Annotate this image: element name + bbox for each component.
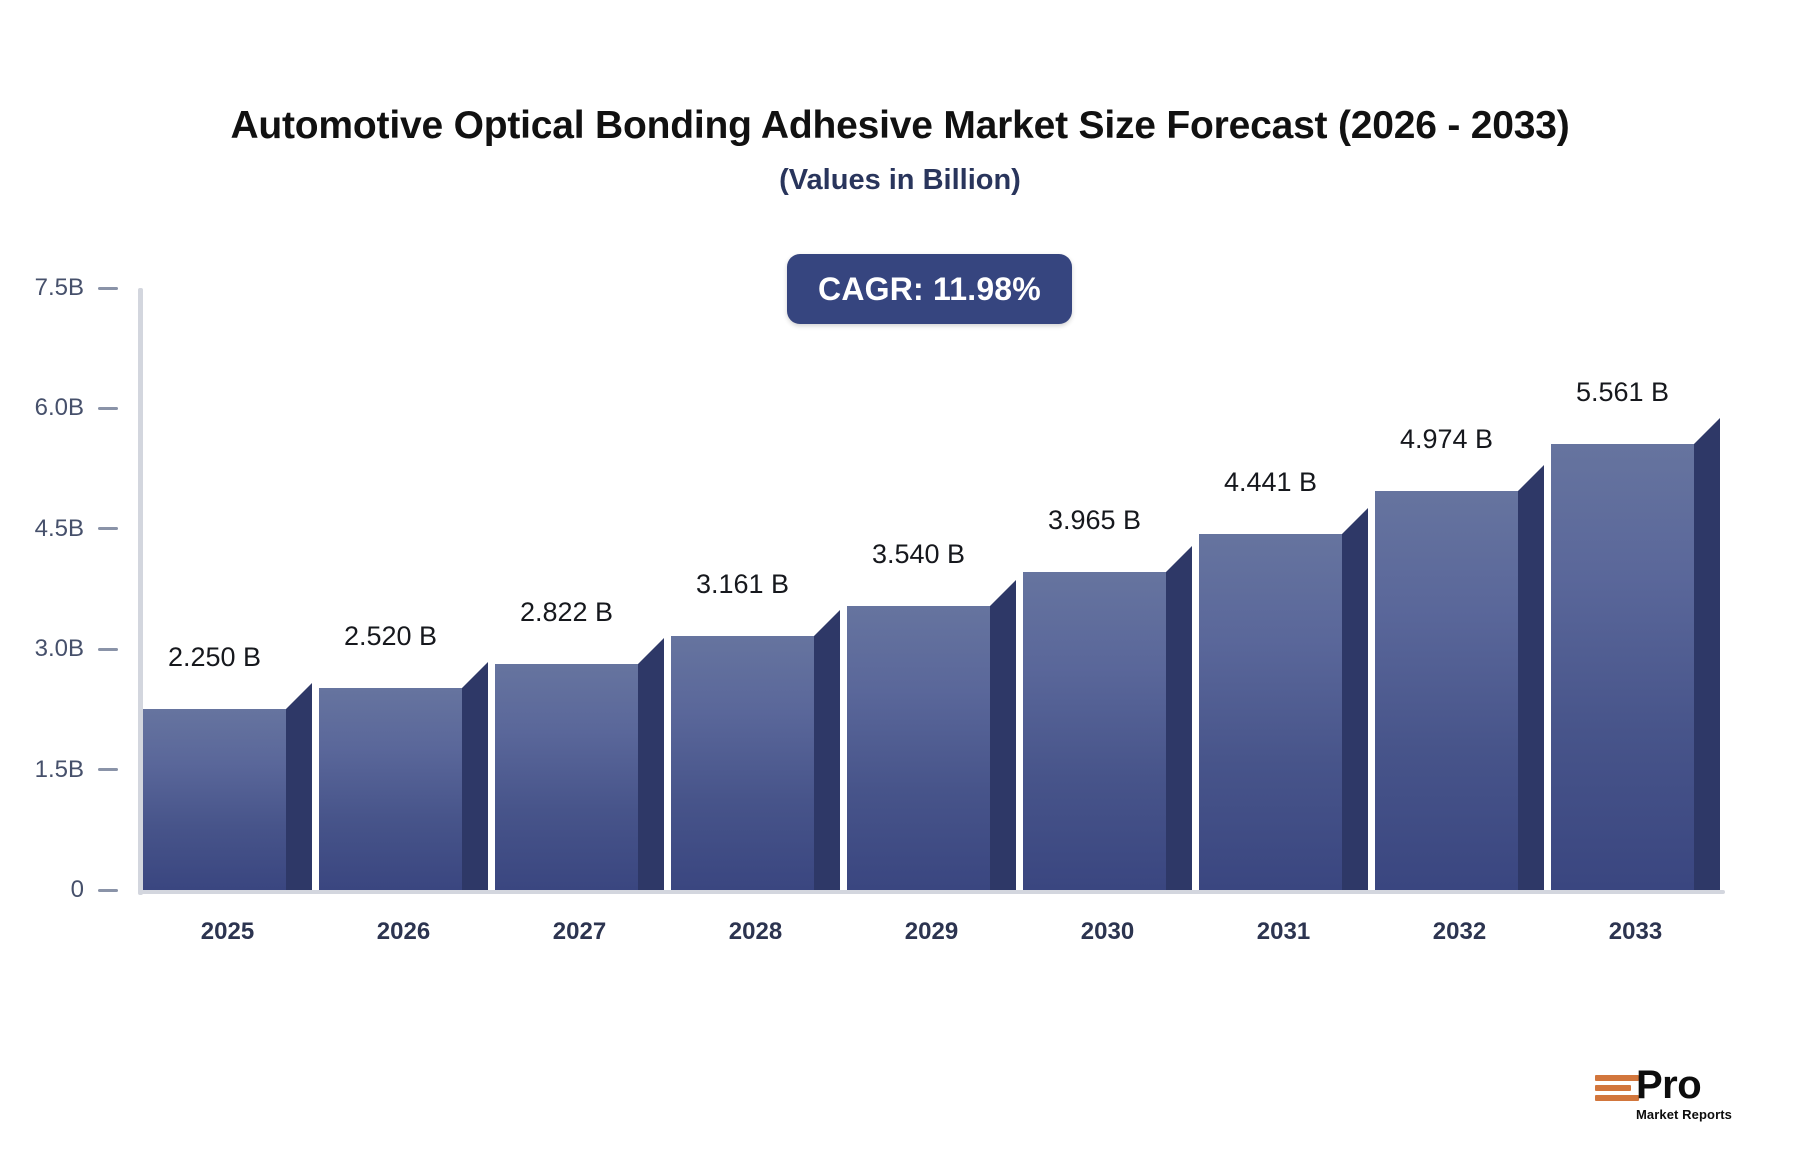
bar-value-label: 3.965 B: [1047, 504, 1142, 535]
bar[interactable]: 3.540 B: [847, 539, 1016, 890]
y-axis-line: [138, 288, 143, 895]
bar[interactable]: 3.161 B: [671, 569, 840, 890]
x-axis-label: 2031: [1256, 918, 1311, 945]
y-axis-tick-label: 6.0B: [34, 394, 84, 422]
bar-side-face: [462, 687, 488, 890]
y-axis-tick-label: 7.5B: [34, 274, 84, 301]
x-axis-label: 2027: [552, 918, 607, 945]
y-axis-tick-label: 4.5B: [34, 514, 84, 542]
x-axis-label: 2029: [904, 918, 959, 945]
x-axis-label: 2030: [1080, 918, 1135, 945]
bar-top-face: [286, 683, 312, 710]
bar-value-label: 4.441 B: [1223, 466, 1318, 497]
y-axis-tick-mark: [98, 768, 118, 772]
bar-side-face: [1518, 490, 1544, 890]
cagr-badge-label: CAGR: 11.98%: [818, 270, 1041, 307]
y-axis-tick: 3.0B: [8, 635, 118, 663]
bar[interactable]: 5.561 B: [1551, 377, 1720, 890]
bar-side-face: [1694, 443, 1720, 890]
bar-value-label: 4.974 B: [1399, 423, 1494, 454]
bar-value-label: 2.250 B: [167, 642, 262, 673]
bar-front-face: [1551, 443, 1694, 890]
y-axis-tick-mark: [98, 647, 118, 651]
title-block: Automotive Optical Bonding Adhesive Mark…: [0, 104, 1800, 197]
bar-value-label: 5.561 B: [1575, 376, 1670, 407]
bar-front-face: [143, 709, 286, 890]
y-axis-tick-mark: [98, 406, 118, 410]
bar-top-face: [1166, 545, 1192, 572]
bar-front-face: [319, 687, 462, 890]
chart-subtitle: (Values in Billion): [779, 163, 1021, 196]
y-axis-tick-label: 3.0B: [34, 635, 84, 663]
bar-front-face: [1199, 533, 1342, 890]
logo-name: Pro: [1635, 1063, 1702, 1107]
bar-top-face: [814, 610, 840, 637]
bar-side-face: [1342, 533, 1368, 890]
y-axis-tick: 1.5B: [8, 755, 118, 783]
x-axis-label: 2033: [1608, 918, 1663, 945]
x-axis-line: [138, 890, 1725, 894]
bar[interactable]: 4.974 B: [1375, 424, 1544, 890]
bar-value-label: 2.822 B: [519, 596, 614, 627]
y-axis-tick-label: 1.5B: [34, 755, 84, 783]
bar[interactable]: 2.520 B: [319, 621, 488, 890]
bar-front-face: [495, 663, 638, 890]
logo-tagline: Market Reports: [1635, 1107, 1732, 1122]
y-axis-tick-label: 0: [70, 876, 84, 903]
bar-side-face: [286, 709, 312, 890]
x-axis-label: 2025: [200, 918, 255, 945]
bar-front-face: [1375, 490, 1518, 890]
x-axis-label: 2032: [1432, 918, 1487, 945]
logo-bars-icon: [1594, 1066, 1639, 1101]
y-axis-tick: 4.5B: [8, 514, 118, 542]
bar-side-face: [990, 605, 1016, 890]
cagr-badge: CAGR: 11.98%: [787, 254, 1072, 324]
bar-value-label: 2.520 B: [343, 620, 438, 651]
y-axis-tick-mark: [98, 527, 118, 531]
bar-front-face: [847, 605, 990, 890]
y-axis-tick: 6.0B: [8, 394, 118, 422]
bar[interactable]: 4.441 B: [1199, 467, 1368, 890]
x-axis-label: 2028: [728, 918, 783, 945]
bar-value-label: 3.540 B: [871, 538, 966, 569]
bar-top-face: [1694, 417, 1720, 444]
bar-top-face: [638, 637, 664, 664]
x-axis-label: 2026: [376, 918, 431, 945]
bar-top-face: [1342, 507, 1368, 534]
bar-side-face: [638, 663, 664, 890]
bar[interactable]: 3.965 B: [1023, 505, 1192, 890]
page-title: Automotive Optical Bonding Adhesive Mark…: [230, 104, 1570, 147]
logo-text: Pro Market Reports: [1635, 1063, 1732, 1122]
bar-value-label: 3.161 B: [695, 569, 790, 600]
bar-side-face: [814, 636, 840, 890]
bar-top-face: [990, 579, 1016, 606]
bar-side-face: [1166, 571, 1192, 890]
bar[interactable]: 2.822 B: [495, 597, 664, 890]
y-axis-tick: 7.5B: [8, 274, 118, 301]
bar-front-face: [1023, 571, 1166, 890]
bar-top-face: [1518, 464, 1544, 491]
y-axis-tick: 0: [8, 876, 118, 903]
brand-logo: Pro Market Reports: [1594, 1063, 1732, 1122]
bar-top-face: [462, 661, 488, 688]
bar-front-face: [671, 636, 814, 890]
y-axis-tick-mark: [98, 888, 118, 892]
y-axis-tick-mark: [98, 286, 118, 290]
bar[interactable]: 2.250 B: [143, 642, 312, 890]
